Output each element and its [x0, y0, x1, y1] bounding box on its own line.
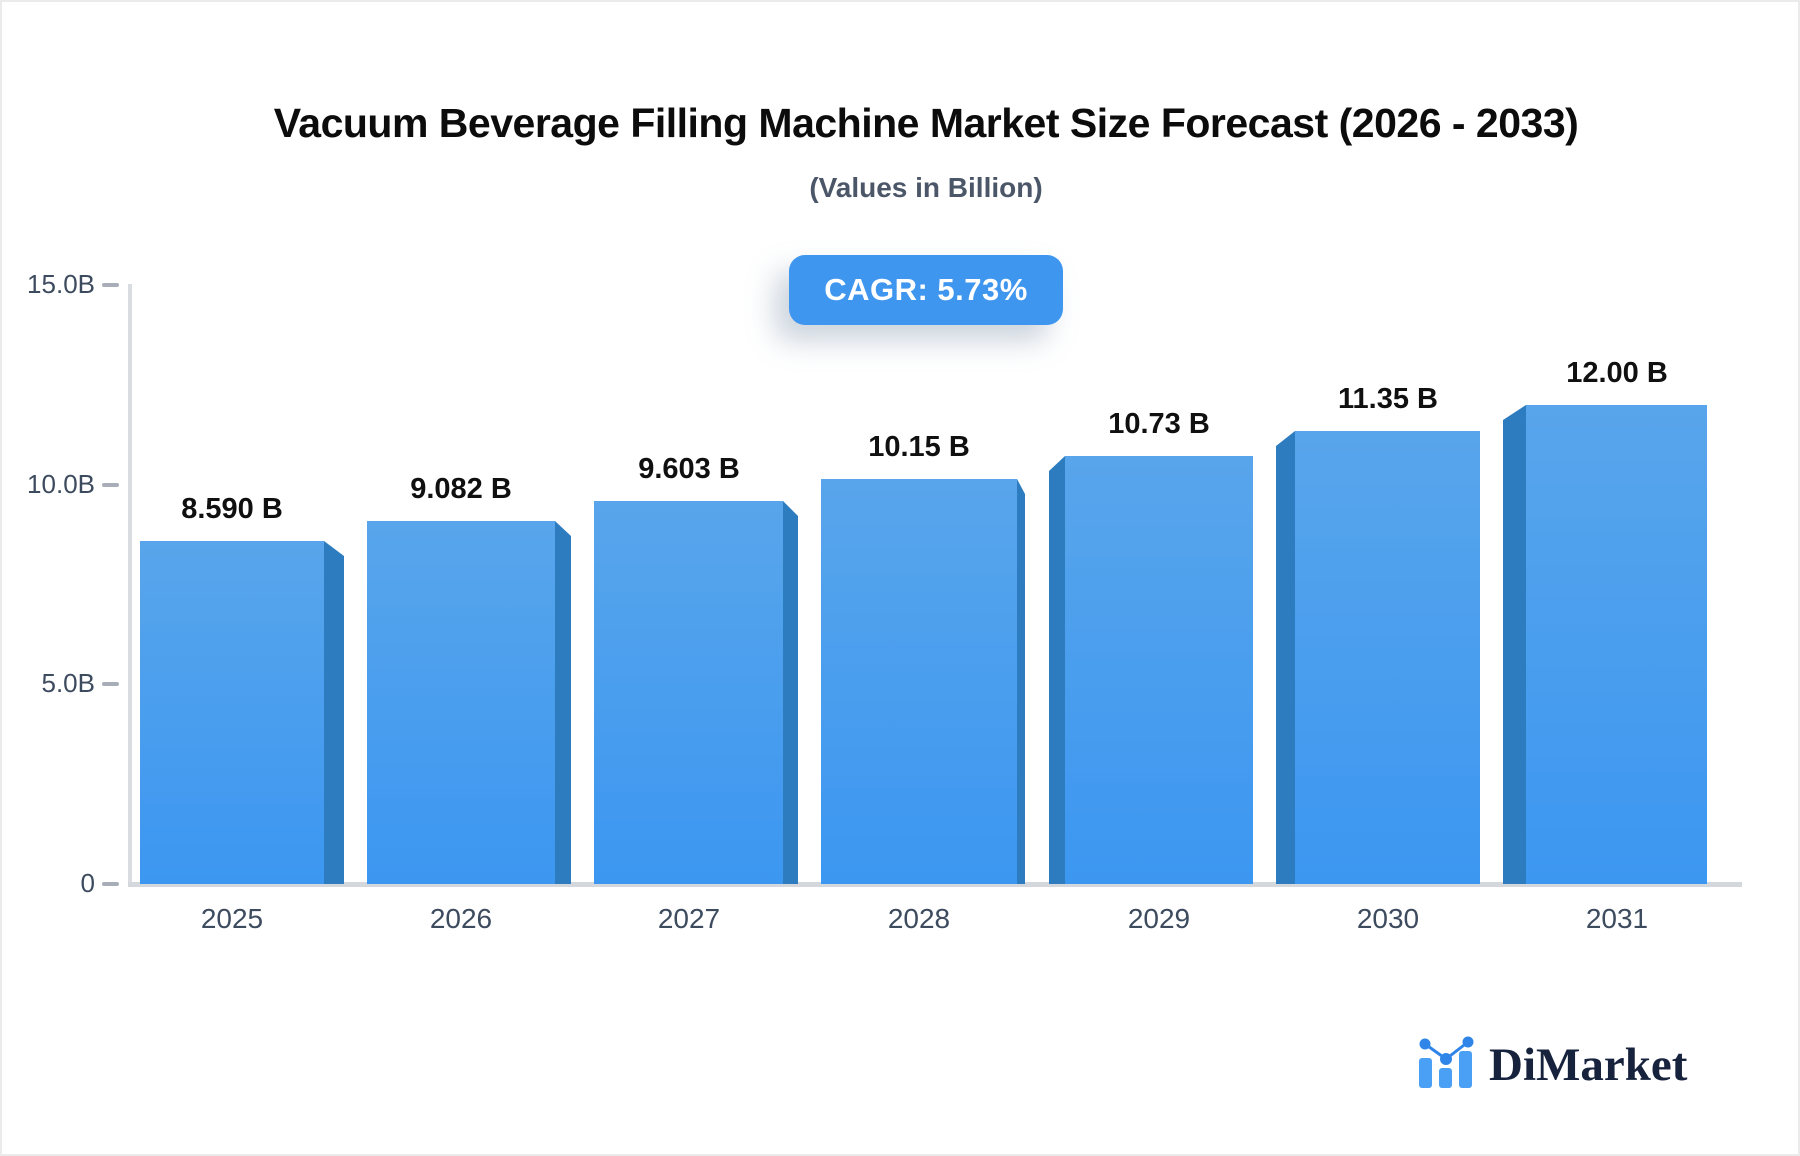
bar-2031-side — [1503, 405, 1526, 884]
bar-value-label: 11.35 B — [1338, 383, 1438, 415]
y-axis-tick-mark — [102, 283, 119, 288]
y-axis-tick-label: 0 — [80, 868, 95, 898]
bar-value-label: 10.15 B — [868, 431, 970, 463]
y-axis-tick-mark — [102, 682, 119, 687]
x-axis-label: 2027 — [657, 903, 721, 934]
bar-2025 — [140, 541, 324, 884]
x-axis-line — [128, 882, 1742, 887]
bar-2026-side — [555, 521, 571, 884]
x-axis-label: 2028 — [887, 903, 951, 934]
dimarket-logo: DiMarket — [1416, 1036, 1687, 1090]
y-axis-tick-mark — [102, 482, 119, 487]
page-subtitle: (Values in Billion) — [809, 172, 1043, 203]
bar-2031 — [1526, 405, 1707, 884]
y-axis-line — [128, 284, 132, 885]
x-axis-label: 2025 — [200, 903, 264, 934]
logo-text: DiMarket — [1489, 1038, 1688, 1091]
bar-2029-side — [1049, 456, 1065, 884]
bar-2029 — [1065, 456, 1253, 884]
cagr-badge-label: CAGR: 5.73% — [824, 272, 1028, 307]
bar-2030-side — [1276, 431, 1295, 884]
bar-2026 — [367, 521, 555, 884]
y-axis-tick-label: 10.0B — [27, 468, 95, 499]
x-axis-label: 2029 — [1127, 903, 1191, 934]
bar-2028-side — [1017, 479, 1025, 884]
bar-value-label: 12.00 B — [1566, 357, 1668, 389]
x-axis-label: 2030 — [1356, 903, 1420, 934]
bar-value-label: 9.603 B — [638, 453, 740, 485]
bar-2027-side — [783, 501, 798, 884]
bar-2028 — [821, 479, 1017, 884]
bar-value-label: 10.73 B — [1108, 408, 1210, 440]
cagr-badge: CAGR: 5.73% — [789, 255, 1063, 325]
bar-value-label: 9.082 B — [410, 473, 512, 505]
y-axis-tick-label: 15.0B — [27, 269, 95, 300]
x-axis-label: 2031 — [1585, 903, 1649, 934]
y-axis-tick-label: 5.0B — [41, 668, 96, 699]
page-title: Vacuum Beverage Filling Machine Market S… — [273, 100, 1579, 146]
bar-2030 — [1295, 431, 1480, 884]
bar-value-label: 8.590 B — [181, 493, 283, 525]
bar-2025-side — [324, 541, 344, 884]
y-axis-tick-mark — [102, 882, 119, 886]
logo-bar-line-chart-icon — [1419, 1036, 1474, 1088]
bar-2027 — [594, 501, 783, 884]
x-axis-label: 2026 — [429, 903, 493, 934]
